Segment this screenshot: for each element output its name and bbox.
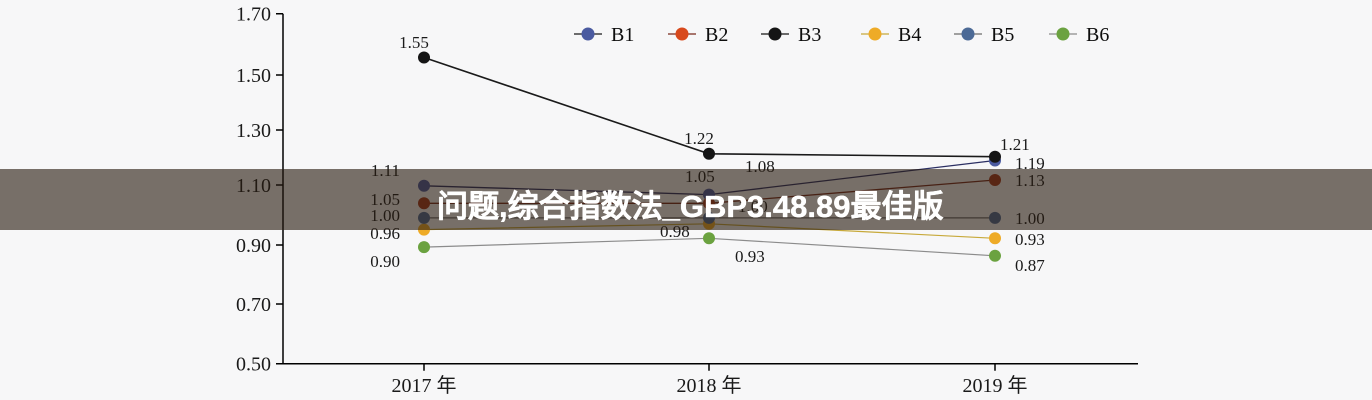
svg-text:0.93: 0.93: [1015, 230, 1045, 249]
svg-text:2019 年: 2019 年: [963, 374, 1028, 397]
svg-text:B3: B3: [798, 24, 821, 46]
svg-text:0.90: 0.90: [370, 252, 400, 271]
svg-text:1.22: 1.22: [684, 129, 714, 148]
svg-text:0.93: 0.93: [735, 247, 765, 266]
svg-text:1.70: 1.70: [236, 4, 271, 26]
svg-text:0.87: 0.87: [1015, 256, 1045, 275]
svg-text:2017 年: 2017 年: [392, 374, 457, 397]
svg-text:2018 年: 2018 年: [677, 374, 742, 397]
svg-text:0.70: 0.70: [236, 294, 271, 316]
svg-text:0.50: 0.50: [236, 354, 271, 376]
svg-text:0.90: 0.90: [236, 235, 271, 257]
svg-text:B4: B4: [898, 24, 921, 46]
svg-text:1.21: 1.21: [1000, 135, 1030, 154]
svg-text:1.30: 1.30: [236, 120, 271, 142]
svg-text:B1: B1: [611, 24, 634, 46]
svg-text:1.50: 1.50: [236, 65, 271, 87]
svg-text:B6: B6: [1086, 24, 1109, 46]
svg-text:B5: B5: [991, 24, 1014, 46]
svg-text:B2: B2: [705, 24, 728, 46]
svg-text:1.55: 1.55: [399, 33, 429, 52]
